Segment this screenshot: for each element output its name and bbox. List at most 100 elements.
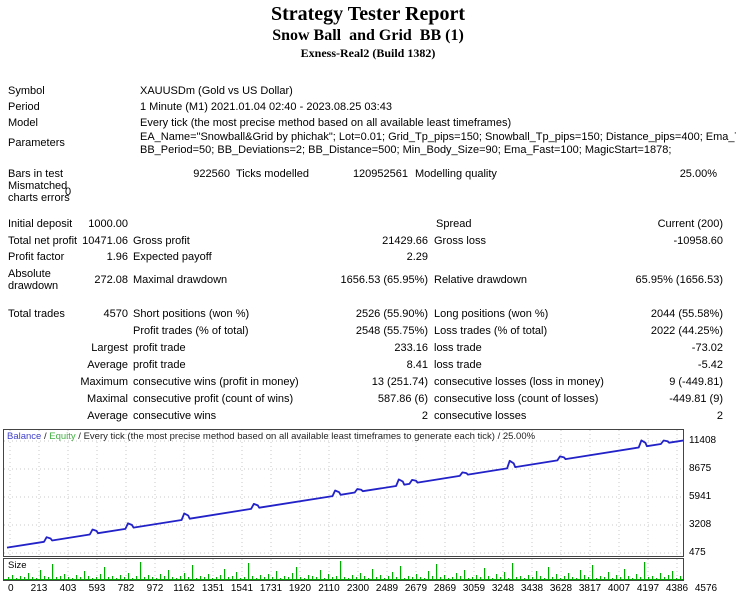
report-cell: Absolute	[8, 268, 51, 280]
report-cell: Total trades	[8, 308, 65, 320]
report-cell: 2	[421, 410, 428, 422]
report-cell: Maximal drawdown	[133, 274, 228, 286]
report-cell: -10958.60	[673, 235, 723, 247]
x-axis-tick: 4386	[665, 583, 689, 594]
x-axis-tick: 4576	[694, 583, 718, 594]
report-header: Strategy Tester Report Snow Ball and Gri…	[0, 2, 736, 61]
balance-chart	[3, 429, 684, 557]
report-cell: 2	[716, 410, 723, 422]
report-cell: consecutive losses (loss in money)	[434, 376, 604, 388]
report-cell: consecutive losses	[434, 410, 527, 422]
report-cell: 2548 (55.75%)	[355, 325, 428, 337]
report-cell: Gross profit	[133, 235, 190, 247]
chart-legend-part: / Every tick (the most precise method ba…	[75, 431, 536, 442]
report-cell: 8.41	[406, 359, 428, 371]
y-axis-tick: 475	[689, 547, 706, 558]
report-cell: 21429.66	[382, 235, 428, 247]
report-cell: Every tick (the most precise method base…	[140, 117, 512, 129]
report-cell: 0	[65, 186, 72, 198]
report-cell: 233.16	[394, 342, 428, 354]
x-axis-tick: 2869	[433, 583, 457, 594]
size-axis-label: Size	[8, 560, 27, 571]
x-axis-tick: 4007	[607, 583, 631, 594]
report-cell: 25.00%	[679, 168, 717, 180]
report-cell: -5.42	[697, 359, 723, 371]
x-axis-tick: 213	[30, 583, 48, 594]
report-cell: Model	[8, 117, 38, 129]
chart-legend-part: /	[41, 431, 50, 442]
report-cell: Modelling quality	[415, 168, 497, 180]
x-axis-tick: 1162	[173, 583, 195, 594]
report-cell: Maximal	[87, 393, 128, 405]
report-cell: BB_Period=50; BB_Deviations=2; BB_Distan…	[140, 144, 672, 156]
balance-chart-canvas	[4, 430, 683, 556]
x-axis-tick: 593	[88, 583, 106, 594]
report-cell: profit trade	[133, 342, 186, 354]
report-cell: Symbol	[8, 85, 45, 97]
report-cell: 1656.53 (65.95%)	[340, 274, 428, 286]
report-cell: 13 (251.74)	[371, 376, 428, 388]
report-cell: Bars in test	[8, 168, 64, 180]
report-cell: 272.08	[94, 274, 128, 286]
report-cell: consecutive wins	[133, 410, 217, 422]
report-cell: 2044 (55.58%)	[650, 308, 723, 320]
report-cell: EA_Name="Snowball&Grid by phichak"; Lot=…	[140, 131, 736, 143]
report-cell: 922560	[193, 168, 230, 180]
report-cell: 2526 (55.90%)	[355, 308, 428, 320]
x-axis-tick: 4197	[636, 583, 660, 594]
chart-legend-part: Equity	[49, 431, 76, 442]
report-cell: Total net profit	[8, 235, 78, 247]
report-cell: 1.96	[106, 251, 128, 263]
report-cell: 4570	[103, 308, 128, 320]
x-axis-tick: 3628	[549, 583, 573, 594]
x-axis-tick: 2679	[404, 583, 428, 594]
report-cell: Mismatched	[8, 180, 68, 192]
x-axis-tick: 782	[117, 583, 135, 594]
strategy-name: Snow Ball and Grid BB (1)	[272, 27, 464, 44]
report-cell: consecutive wins (profit in money)	[133, 376, 299, 388]
report-cell: profit trade	[133, 359, 186, 371]
x-axis-tick: 2300	[346, 583, 370, 594]
report-cell: Initial deposit	[8, 218, 73, 230]
lot-size-canvas	[4, 559, 683, 580]
report-cell: drawdown	[8, 280, 59, 292]
x-axis-tick: 2110	[318, 583, 340, 594]
report-cell: 10471.06	[82, 235, 128, 247]
y-axis-tick: 3208	[689, 519, 712, 530]
report-cell: 65.95% (1656.53)	[635, 274, 723, 286]
report-cell: consecutive profit (count of wins)	[133, 393, 294, 405]
chart-legend-part: Balance	[7, 431, 42, 442]
report-cell: Gross loss	[434, 235, 486, 247]
x-axis-tick: 1920	[288, 583, 312, 594]
report-cell: -449.81 (9)	[669, 393, 723, 405]
report-cell: 587.86 (6)	[377, 393, 428, 405]
x-axis-tick: 3817	[578, 583, 602, 594]
report-cell: Parameters	[8, 137, 65, 149]
x-axis-tick: 0	[8, 583, 14, 594]
x-axis-tick: 1351	[201, 583, 225, 594]
report-cell: Largest	[91, 342, 128, 354]
report-cell: Average	[87, 359, 128, 371]
report-cell: loss trade	[434, 342, 482, 354]
report-cell: consecutive loss (count of losses)	[434, 393, 599, 405]
report-cell: Current (200)	[657, 218, 723, 230]
report-cell: 2.29	[406, 251, 428, 263]
report-cell: Relative drawdown	[434, 274, 527, 286]
server-build: Exness-Real2 (Build 1382)	[300, 46, 436, 60]
x-axis-tick: 3248	[491, 583, 515, 594]
report-cell: 1000.00	[88, 218, 128, 230]
report-cell: 9 (-449.81)	[669, 376, 723, 388]
report-cell: loss trade	[434, 359, 482, 371]
report-cell: Loss trades (% of total)	[434, 325, 548, 337]
report-cell: Short positions (won %)	[133, 308, 250, 320]
report-cell: Profit factor	[8, 251, 65, 263]
report-cell: Spread	[436, 218, 472, 230]
report-cell: XAUUSDm (Gold vs US Dollar)	[140, 85, 293, 97]
report-cell: Long positions (won %)	[434, 308, 549, 320]
y-axis-tick: 11408	[689, 435, 717, 446]
report-cell: Maximum	[80, 376, 128, 388]
report-cell: Period	[8, 101, 40, 113]
x-axis-tick: 3059	[462, 583, 486, 594]
